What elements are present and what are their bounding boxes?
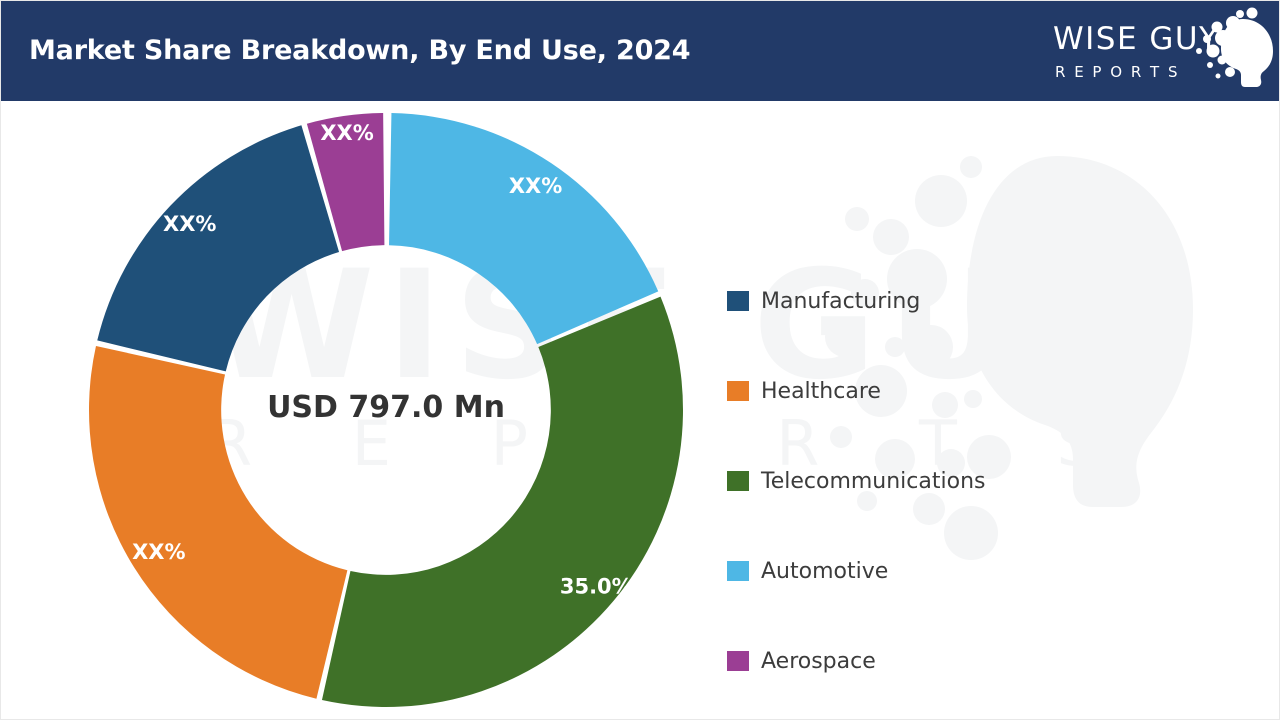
logo-head-icon <box>1196 7 1273 87</box>
legend-item-aerospace[interactable]: Aerospace <box>727 616 1147 706</box>
legend-item-telecommunications[interactable]: Telecommunications <box>727 436 1147 526</box>
legend-swatch-icon <box>727 291 749 311</box>
logo-line2-text: R E P O R T S <box>1055 63 1179 81</box>
legend-swatch-icon <box>727 651 749 671</box>
donut-slice-aerospace[interactable] <box>306 113 385 252</box>
donut-slice-manufacturing[interactable] <box>97 125 340 372</box>
legend-item-label: Telecommunications <box>761 468 986 494</box>
donut-chart: XX% 35.0% XX% XX% XX% USD 797.0 Mn <box>79 103 693 717</box>
legend-item-manufacturing[interactable]: Manufacturing <box>727 256 1147 346</box>
donut-slice-automotive[interactable] <box>389 113 659 345</box>
legend-item-label: Aerospace <box>761 648 876 674</box>
page-title: Market Share Breakdown, By End Use, 2024 <box>29 35 691 66</box>
slice-label-healthcare: XX% <box>132 540 185 564</box>
logo-line1-text: WISE GUY <box>1053 21 1220 57</box>
legend-item-label: Healthcare <box>761 378 881 404</box>
legend-swatch-icon <box>727 381 749 401</box>
donut-slice-telecommunications[interactable] <box>321 296 683 707</box>
donut-chart-svg: XX% 35.0% XX% XX% XX% <box>88 113 683 707</box>
legend-swatch-icon <box>727 561 749 581</box>
slice-label-automotive: XX% <box>509 174 562 198</box>
chart-canvas: WISE GUY R E P O R T S XX%35.0%XX%XX%XX%… <box>1 101 1279 719</box>
slice-label-telecommunications: 35.0% <box>560 574 633 598</box>
slice-label-manufacturing: XX% <box>163 212 216 236</box>
legend-item-label: Automotive <box>761 558 889 584</box>
donut-slice-healthcare[interactable] <box>88 345 348 699</box>
chart-legend: Manufacturing Healthcare Telecommunicati… <box>727 256 1147 706</box>
wise-guy-reports-logo: WISE GUY R E P O R T S <box>1053 7 1273 87</box>
slice-label-aerospace: XX% <box>320 121 373 145</box>
legend-item-label: Manufacturing <box>761 288 921 314</box>
legend-item-automotive[interactable]: Automotive <box>727 526 1147 616</box>
page-header: Market Share Breakdown, By End Use, 2024… <box>1 1 1279 101</box>
legend-item-healthcare[interactable]: Healthcare <box>727 346 1147 436</box>
legend-swatch-icon <box>727 471 749 491</box>
